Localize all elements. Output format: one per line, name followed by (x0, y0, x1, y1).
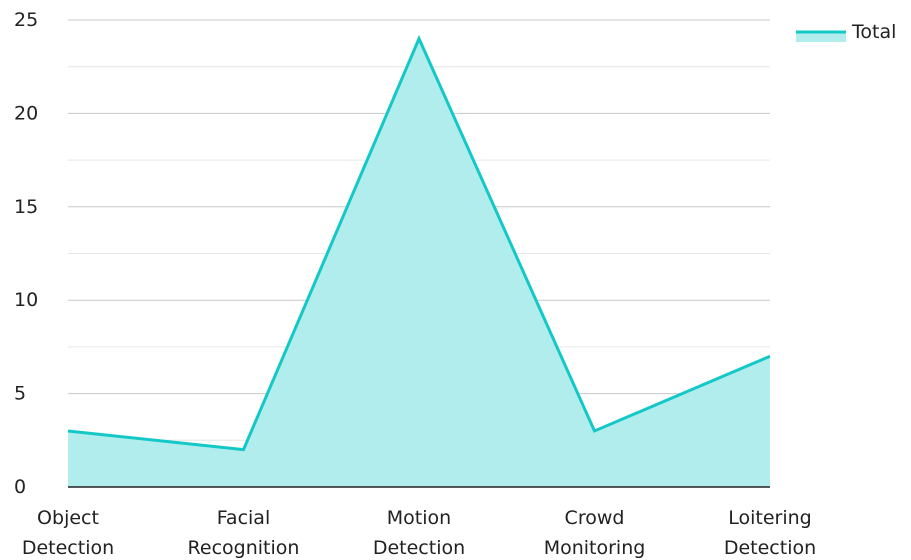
legend-swatch (796, 32, 846, 42)
x-tick-label: Loitering Detection (724, 507, 816, 559)
x-tick-label: Facial Recognition (188, 507, 300, 559)
y-tick-label: 25 (14, 9, 38, 31)
y-tick-label: 20 (14, 102, 38, 124)
y-tick-label: 10 (14, 289, 38, 311)
series-line (67, 34, 771, 452)
y-tick-label: 15 (14, 196, 38, 218)
legend-label-total: Total (851, 21, 896, 43)
x-tick-label: Crowd Monitoring (544, 507, 646, 559)
legend: Total (796, 21, 896, 43)
series-area-fill (68, 38, 770, 488)
x-axis-tick-labels: Object Detection Facial Recognition Motion De… (22, 507, 816, 559)
y-tick-label: 0 (14, 476, 26, 498)
x-tick-label: Motion Detection (373, 507, 465, 559)
plot-area (67, 34, 771, 488)
y-axis-tick-labels: 0 5 10 15 20 25 (14, 9, 38, 498)
x-tick-label: Object Detection (22, 507, 114, 559)
y-tick-label: 5 (14, 383, 26, 405)
